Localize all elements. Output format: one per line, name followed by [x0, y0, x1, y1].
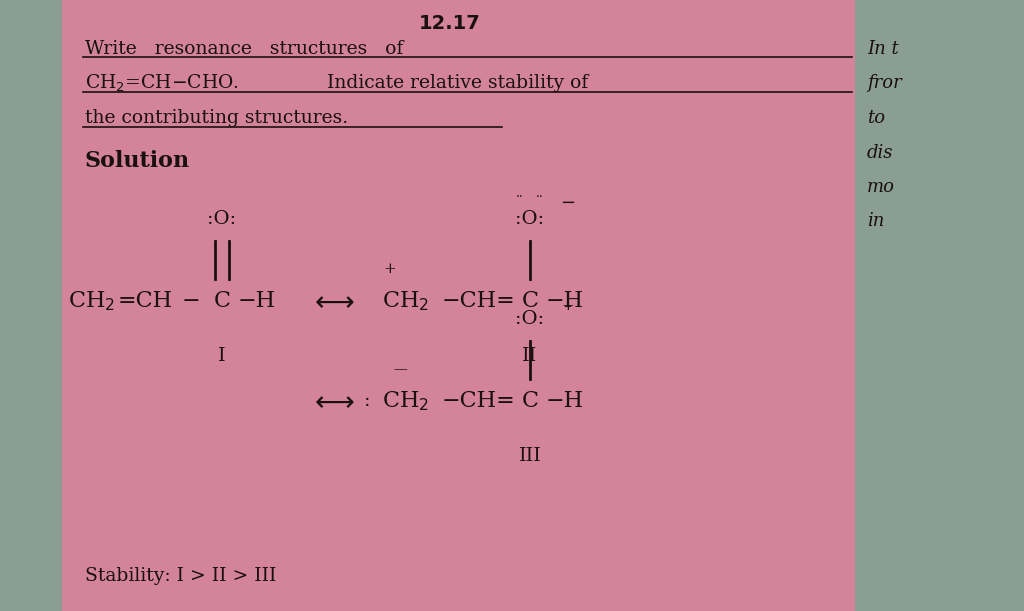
Text: I: I [218, 347, 226, 365]
Text: —: — [393, 362, 407, 376]
Text: Solution: Solution [85, 150, 190, 172]
Text: mo: mo [867, 178, 895, 196]
Text: C: C [521, 290, 539, 312]
Text: ..: .. [537, 186, 544, 200]
Text: −: − [560, 194, 575, 212]
Text: :: : [364, 392, 370, 410]
Text: In t: In t [867, 40, 899, 58]
Text: the contributing structures.: the contributing structures. [85, 109, 348, 127]
Text: −CH=: −CH= [442, 290, 516, 312]
Text: dis: dis [867, 144, 894, 162]
Text: III: III [518, 447, 542, 465]
Text: C: C [213, 290, 230, 312]
Text: +: + [384, 262, 396, 276]
FancyBboxPatch shape [855, 0, 1024, 611]
Text: −: − [182, 290, 201, 312]
Text: II: II [522, 347, 538, 365]
Text: +: + [561, 299, 574, 313]
Text: CH$_2$=CH$-$CHO.: CH$_2$=CH$-$CHO. [85, 72, 239, 93]
Text: Indicate relative stability of: Indicate relative stability of [327, 74, 588, 92]
Text: $\longleftrightarrow$: $\longleftrightarrow$ [309, 387, 355, 415]
Text: Stability: I > II > III: Stability: I > II > III [85, 567, 276, 585]
Text: to: to [867, 109, 885, 127]
Text: −H: −H [238, 290, 276, 312]
Text: CH$_2$: CH$_2$ [382, 389, 429, 413]
Text: −CH=: −CH= [442, 390, 516, 412]
Text: −H: −H [546, 390, 584, 412]
Text: ..: .. [516, 186, 524, 200]
Text: 12.17: 12.17 [419, 13, 481, 32]
Text: :O:: :O: [515, 210, 545, 228]
Text: CH$_2$: CH$_2$ [382, 289, 429, 313]
Text: $\longleftrightarrow$: $\longleftrightarrow$ [309, 287, 355, 315]
Text: −H: −H [546, 290, 584, 312]
Text: Write   resonance   structures   of: Write resonance structures of [85, 40, 403, 58]
Text: in: in [867, 212, 885, 230]
Text: :O:: :O: [208, 210, 237, 228]
Text: fror: fror [867, 74, 902, 92]
Text: :O:: :O: [515, 310, 545, 328]
Text: C: C [521, 390, 539, 412]
Text: =CH: =CH [118, 290, 173, 312]
Text: CH$_2$: CH$_2$ [68, 289, 115, 313]
FancyBboxPatch shape [0, 0, 62, 611]
